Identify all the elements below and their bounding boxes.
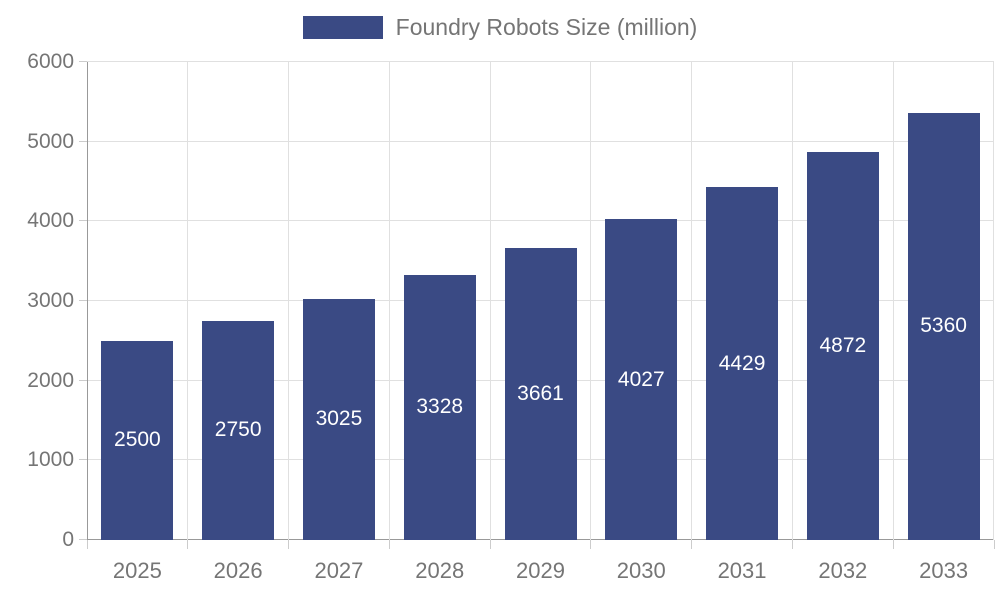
y-axis-tick	[79, 61, 87, 62]
h-gridline	[87, 140, 994, 142]
legend-swatch	[302, 16, 383, 39]
v-gridline	[187, 62, 189, 540]
x-axis-tick	[86, 540, 88, 549]
y-tick-label: 3000	[27, 289, 74, 312]
y-axis-tick	[79, 140, 87, 142]
bar-2033[interactable]: 5360	[907, 112, 980, 540]
bar-value-label: 5360	[920, 314, 967, 338]
bar-value-label: 2500	[114, 428, 161, 452]
bar-2032[interactable]: 4872	[806, 151, 879, 540]
bar-2029[interactable]: 3661	[504, 248, 577, 540]
x-tick-label: 2030	[616, 558, 666, 583]
x-tick-label: 2033	[919, 558, 969, 583]
v-gridline	[993, 62, 994, 540]
y-axis-tick	[79, 300, 87, 301]
legend-label: Foundry Robots Size (million)	[395, 14, 698, 40]
bar-value-label: 3328	[416, 395, 464, 419]
legend[interactable]: Foundry Robots Size (million)	[0, 14, 1000, 41]
y-axis-tick	[79, 220, 87, 222]
x-tick-label: 2027	[314, 558, 364, 583]
x-tick-label: 2032	[818, 558, 868, 583]
h-gridline	[87, 220, 994, 222]
y-tick-label: 2000	[27, 368, 74, 392]
bar-2031[interactable]: 4429	[706, 187, 779, 540]
bar-value-label: 2750	[214, 418, 262, 442]
bar-value-label: 4872	[819, 333, 867, 357]
x-axis-tick	[590, 540, 592, 549]
y-axis-tick	[79, 459, 87, 461]
bar-value-label: 3025	[315, 407, 363, 431]
x-axis-tick	[489, 540, 491, 549]
v-gridline	[691, 62, 693, 540]
x-axis-tick	[388, 540, 390, 549]
v-gridline	[892, 62, 894, 540]
x-tick-label: 2029	[516, 558, 565, 583]
bar-2027[interactable]: 3025	[302, 299, 375, 540]
bar-value-label: 4429	[718, 351, 766, 375]
v-gridline	[288, 62, 290, 540]
bar-2030[interactable]: 4027	[605, 219, 678, 540]
y-axis-tick	[79, 379, 87, 381]
y-tick-label: 1000	[27, 448, 74, 472]
x-tick-label: 2031	[717, 558, 767, 583]
bar-value-label: 4027	[617, 367, 665, 391]
x-tick-label: 2025	[112, 558, 162, 583]
x-tick-label: 2026	[213, 558, 263, 583]
bar-2025[interactable]: 2500	[101, 340, 174, 540]
v-gridline	[590, 62, 592, 540]
v-gridline	[489, 62, 491, 540]
bar-value-label: 3661	[517, 382, 564, 406]
v-gridline	[388, 62, 390, 540]
y-axis-tick	[79, 539, 87, 540]
bar-2026[interactable]: 2750	[202, 320, 275, 540]
y-tick-label: 5000	[27, 129, 74, 153]
v-gridline	[791, 62, 793, 540]
x-axis-tick	[691, 540, 693, 549]
x-axis-tick	[288, 540, 290, 549]
x-tick-label: 2028	[415, 558, 465, 583]
x-axis-tick	[187, 540, 189, 549]
x-axis-tick	[993, 540, 995, 549]
x-axis-tick	[791, 540, 793, 549]
y-tick-label: 0	[62, 528, 74, 551]
x-axis-tick	[892, 540, 894, 549]
y-axis-line	[86, 62, 88, 540]
y-tick-label: 4000	[27, 209, 74, 233]
y-tick-label: 6000	[27, 50, 74, 73]
h-gridline	[87, 61, 994, 62]
bar-2028[interactable]: 3328	[403, 274, 476, 540]
